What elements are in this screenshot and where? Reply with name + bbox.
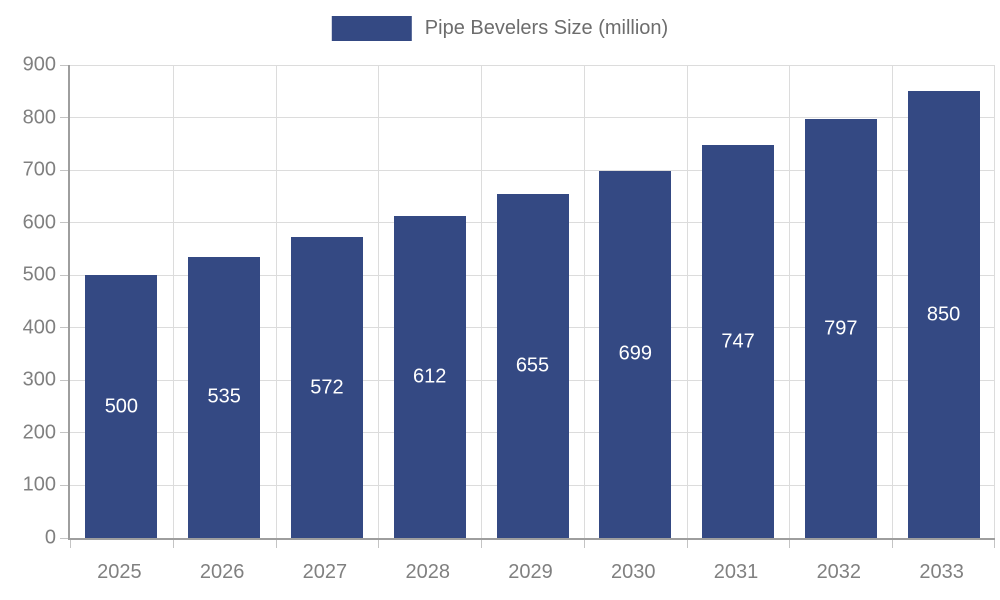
bar-2033[interactable]: 850 — [907, 91, 980, 538]
bar-value-label: 850 — [926, 303, 961, 326]
gridline-vertical — [892, 65, 894, 538]
x-tick — [481, 540, 483, 548]
gridline-horizontal — [70, 169, 995, 171]
x-tick — [789, 540, 791, 548]
x-tick — [583, 540, 585, 548]
bar-2025[interactable]: 500 — [85, 275, 158, 538]
x-tick-label: 2031 — [713, 561, 759, 583]
gridline-vertical — [172, 65, 174, 538]
y-tick-label: 700 — [22, 158, 56, 181]
x-tick-label: 2029 — [508, 561, 553, 583]
y-axis-labels: 0 100 200 300 400 500 600 700 800 900 — [0, 54, 56, 549]
bar-2030[interactable]: 699 — [599, 170, 672, 538]
bar-value-label: 747 — [721, 330, 755, 353]
x-tick — [275, 540, 277, 548]
bar-value-label: 612 — [413, 365, 447, 388]
legend-swatch — [331, 16, 412, 41]
bar-2029[interactable]: 655 — [496, 193, 569, 538]
bar-value-label: 535 — [207, 385, 241, 408]
gridline-vertical — [481, 65, 483, 538]
y-tick-label: 900 — [22, 53, 56, 76]
x-tick-label: 2027 — [302, 561, 348, 583]
x-tick-label: 2028 — [405, 561, 450, 583]
y-tick-label: 300 — [22, 368, 56, 391]
bar-2026[interactable]: 535 — [188, 256, 261, 538]
gridline-horizontal — [70, 117, 995, 119]
x-tick-label: 2033 — [919, 561, 964, 583]
bar-value-label: 572 — [310, 376, 344, 399]
legend-label: Pipe Bevelers Size (million) — [424, 17, 669, 39]
x-axis-labels: 2025 2026 2027 2028 2029 2030 2031 2032 2033 — [68, 556, 995, 592]
y-tick — [60, 327, 68, 329]
y-tick — [60, 117, 68, 119]
y-tick-label: 400 — [22, 316, 56, 339]
x-tick — [892, 540, 894, 548]
gridline-vertical — [789, 65, 791, 538]
x-tick-label: 2025 — [97, 561, 142, 583]
x-tick — [994, 540, 995, 548]
y-tick — [60, 432, 68, 434]
bar-2031[interactable]: 747 — [702, 145, 775, 538]
bar-value-label: 500 — [104, 395, 139, 418]
x-tick — [70, 540, 71, 548]
plot-area: 500 535 572 612 655 699 747 797 850 — [60, 64, 995, 548]
x-tick-label: 2026 — [199, 561, 245, 583]
x-tick — [172, 540, 174, 548]
x-tick — [686, 540, 688, 548]
y-tick — [60, 64, 68, 66]
y-tick-label: 0 — [44, 526, 56, 549]
y-tick-label: 500 — [22, 263, 56, 286]
y-tick-label: 600 — [22, 211, 56, 234]
x-tick-label: 2032 — [816, 561, 862, 583]
bar-2028[interactable]: 612 — [393, 216, 466, 538]
x-tick-label: 2030 — [611, 561, 656, 583]
bar-value-label: 797 — [824, 317, 858, 340]
gridline-vertical — [275, 65, 277, 538]
y-tick — [60, 379, 68, 381]
y-tick — [60, 169, 68, 171]
bar-2032[interactable]: 797 — [804, 119, 877, 538]
bar-value-label: 699 — [618, 342, 652, 365]
y-tick — [60, 274, 68, 276]
legend[interactable]: Pipe Bevelers Size (million) — [331, 16, 669, 41]
bar-2027[interactable]: 572 — [290, 237, 363, 538]
bar-value-label: 655 — [515, 354, 550, 377]
y-tick — [60, 537, 68, 539]
y-tick — [60, 222, 68, 224]
y-tick-label: 800 — [22, 106, 56, 129]
gridline-vertical — [583, 65, 585, 538]
y-tick-label: 200 — [22, 421, 56, 444]
gridline-vertical — [378, 65, 380, 538]
y-tick-label: 100 — [22, 473, 56, 496]
gridline-vertical — [686, 65, 688, 538]
x-tick — [378, 540, 380, 548]
y-tick — [60, 484, 68, 486]
gridline-horizontal — [70, 64, 995, 66]
gridline-vertical — [994, 65, 995, 538]
